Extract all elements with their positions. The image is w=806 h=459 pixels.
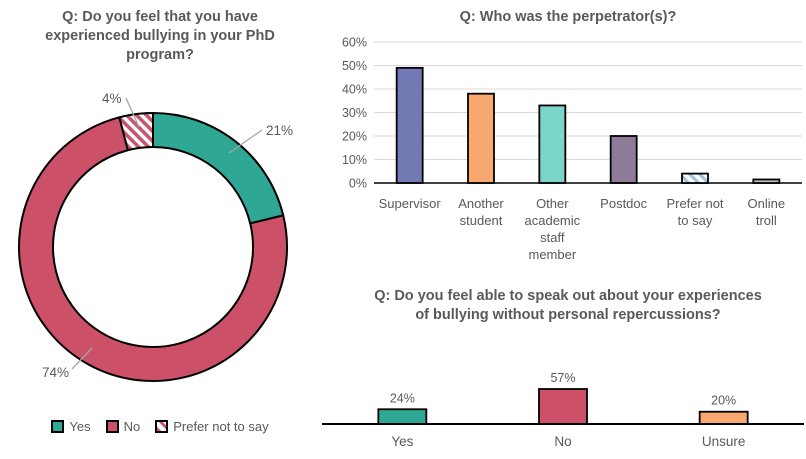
- x-axis-category-label: Postdoc: [600, 196, 647, 211]
- y-axis-tick-label: 40%: [342, 83, 367, 97]
- y-axis-tick-label: 10%: [342, 153, 367, 167]
- bar-another-student: [467, 92, 495, 184]
- x-axis-category-label: Yes: [391, 434, 413, 449]
- perpetrator-bar-chart: 0% 10% 20% 30% 40% 50% 60% Supervisor Another stu…: [342, 36, 802, 262]
- donut-leader-line: [125, 97, 140, 128]
- legend-swatch: [155, 420, 169, 433]
- donut-value-label: 74%: [42, 365, 69, 380]
- x-axis-category-label: Supervisor: [379, 196, 442, 211]
- donut-chart-title: Q: Do you feel that you have experienced…: [45, 9, 275, 63]
- donut-legend: Yes No Prefer not to say: [0, 419, 320, 434]
- bar-other-academic-staff-member: [538, 104, 567, 184]
- y-axis-tick-label: 30%: [342, 106, 367, 120]
- donut-segment-no: [18, 116, 288, 382]
- legend-swatch: [51, 420, 65, 433]
- legend-item-prefer-not-to-say: Prefer not to say: [155, 419, 269, 434]
- legend-swatch: [105, 420, 119, 433]
- x-axis-category-label: Another student: [458, 196, 504, 228]
- y-axis-tick-label: 50%: [342, 59, 367, 73]
- x-axis-category-label: Online troll: [748, 196, 786, 228]
- perpetrator-chart-title: Q: Who was the perpetrator(s)?: [459, 9, 677, 25]
- speak-out-bar-chart: 24% Yes 57% No 20% Unsure: [322, 371, 804, 449]
- x-axis-category-label: No: [554, 434, 571, 449]
- donut-segment-yes: [152, 112, 285, 225]
- donut-value-label: 21%: [266, 123, 293, 138]
- y-axis-tick-label: 0%: [349, 177, 367, 191]
- y-axis-tick-label: 20%: [342, 130, 367, 144]
- bar-prefer-not-to-say: [681, 172, 709, 184]
- legend-label: No: [123, 419, 141, 434]
- legend-item-yes: Yes: [51, 419, 91, 434]
- bar-yes: [377, 408, 428, 425]
- bar-postdoc: [609, 135, 638, 184]
- donut-leader-line: [228, 129, 263, 154]
- y-axis-tick-label: 60%: [342, 36, 367, 50]
- x-axis-category-label: Prefer not to say: [666, 196, 723, 228]
- legend-label: Prefer not to say: [173, 419, 269, 434]
- speak-out-chart-title: Q: Do you feel able to speak out about y…: [374, 288, 762, 323]
- bar-supervisor: [395, 66, 424, 184]
- bar-data-label: 57%: [550, 371, 575, 385]
- x-axis-category-label: Unsure: [702, 434, 746, 449]
- donut-leader-line: [71, 347, 93, 370]
- donut-chart: 21% 74% 4%: [18, 91, 293, 382]
- bar-data-label: 24%: [390, 391, 415, 405]
- bar-unsure: [698, 410, 749, 425]
- donut-segment-prefer-not-to-say: [118, 112, 154, 152]
- bar-online-troll: [752, 178, 781, 184]
- bar-no: [538, 388, 588, 425]
- donut-value-label: 4%: [102, 91, 122, 106]
- bar-data-label: 20%: [711, 394, 736, 408]
- legend-item-no: No: [105, 419, 141, 434]
- legend-label: Yes: [69, 419, 91, 434]
- x-axis-category-label: Other academic staff member: [525, 196, 581, 262]
